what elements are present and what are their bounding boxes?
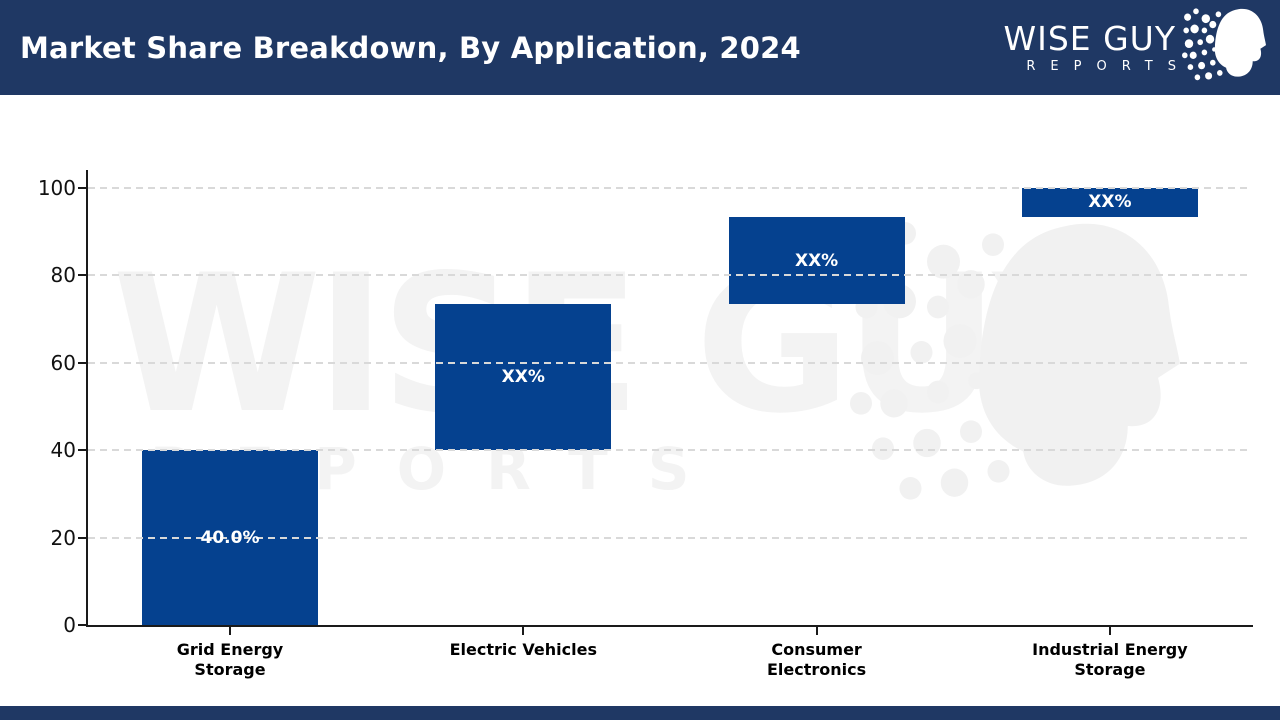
x-axis-line [86, 625, 1253, 627]
x-axis-tick [229, 627, 231, 635]
wise-guy-logo: WISE GUY REPORTS [1003, 4, 1266, 92]
bar-value-label: XX% [1088, 192, 1132, 213]
x-axis-tick [1108, 627, 1111, 635]
gridline [88, 361, 1252, 364]
y-axis-tick-label: 20 [50, 525, 76, 550]
x-axis-tick [815, 627, 818, 635]
x-axis-category-label: Electric Vehicles [449, 640, 597, 659]
header-band: Market Share Breakdown, By Application, … [0, 0, 1280, 95]
bar-segment [1021, 187, 1198, 217]
gridline [88, 449, 1252, 451]
y-axis-tick-label: 40 [50, 438, 76, 462]
logo-name: WISE GUY [1003, 19, 1176, 58]
y-axis-tick-label: 0 [63, 613, 76, 637]
x-axis-category-label: Consumer Electronics [767, 640, 867, 679]
logo-tagline: REPORTS [1026, 59, 1191, 74]
y-axis-tick [78, 536, 86, 539]
bar-segment [728, 216, 905, 305]
logo-text: WISE GUY REPORTS [1003, 22, 1176, 73]
y-axis-tick [78, 274, 86, 276]
x-axis-category-label: Grid Energy Storage [176, 640, 284, 679]
page-title: Market Share Breakdown, By Application, … [20, 30, 801, 65]
x-axis-tick [522, 627, 525, 635]
y-axis-tick [78, 186, 86, 189]
y-axis-tick [78, 361, 86, 364]
y-axis-tick-label: 100 [37, 175, 76, 200]
logo-face-icon [1182, 7, 1266, 80]
bar-value-label: 40.0% [200, 527, 260, 548]
gridline [88, 186, 1252, 189]
bar-value-label: XX% [794, 250, 839, 271]
y-axis-tick-label: 80 [50, 263, 76, 287]
gridline [88, 274, 1252, 276]
x-axis-category-label: Industrial Energy Storage [1032, 640, 1188, 679]
y-axis-tick [78, 624, 86, 626]
y-axis-tick [78, 449, 86, 451]
y-axis-line [86, 170, 88, 627]
y-axis-tick-label: 60 [50, 350, 76, 375]
bar-value-label: XX% [501, 367, 545, 388]
footer-band [0, 706, 1280, 720]
gridline [88, 536, 1252, 539]
bar-segment [435, 304, 612, 450]
